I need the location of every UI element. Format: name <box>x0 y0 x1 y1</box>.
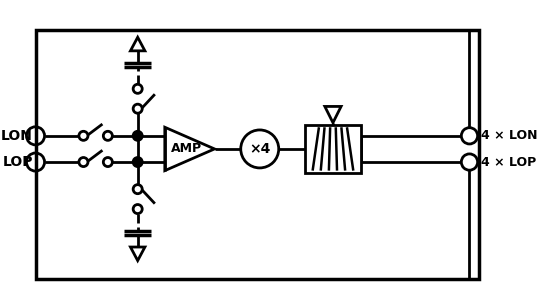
Text: LON: LON <box>1 129 33 143</box>
Bar <box>36 30 478 279</box>
Text: ×4: ×4 <box>249 142 271 156</box>
Text: 4 × LOP: 4 × LOP <box>481 155 536 169</box>
Text: AMP: AMP <box>171 142 202 155</box>
Text: 4 × LON: 4 × LON <box>481 129 538 142</box>
Circle shape <box>133 158 142 166</box>
Circle shape <box>133 131 142 140</box>
Text: LOP: LOP <box>2 155 33 169</box>
Bar <box>305 125 361 173</box>
